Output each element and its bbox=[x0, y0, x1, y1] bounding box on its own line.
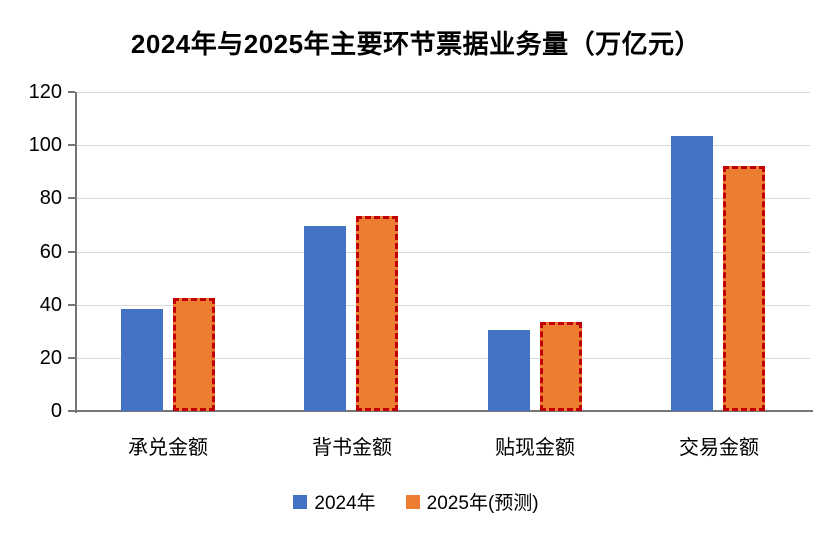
bar-2024年-交易金额 bbox=[671, 136, 713, 411]
bar-2025年(预测)-承兑金额 bbox=[173, 298, 215, 411]
y-axis-tick bbox=[68, 91, 75, 93]
legend-swatch-icon bbox=[293, 494, 308, 509]
y-gridline bbox=[76, 145, 810, 146]
bar-2025年(预测)-贴现金额 bbox=[540, 322, 582, 411]
y-axis-tick-label: 120 bbox=[28, 81, 62, 103]
y-axis-tick-label: 80 bbox=[39, 187, 62, 209]
bar-2025年(预测)-交易金额 bbox=[723, 166, 765, 411]
legend-item-2025年(预测): 2025年(预测) bbox=[405, 488, 539, 515]
y-axis-tick-label: 20 bbox=[39, 347, 62, 369]
x-axis-line bbox=[75, 410, 813, 412]
y-axis-tick-label: 100 bbox=[28, 134, 62, 156]
legend-item-2024年: 2024年 bbox=[293, 488, 376, 515]
legend-label: 2024年 bbox=[314, 493, 376, 514]
y-axis-tick-label: 0 bbox=[50, 400, 62, 422]
chart-title: 2024年与2025年主要环节票据业务量（万亿元） bbox=[130, 29, 702, 59]
y-axis-tick bbox=[68, 251, 75, 253]
y-axis-tick bbox=[68, 357, 75, 359]
legend: 2024年 2025年(预测) bbox=[0, 488, 832, 515]
y-axis-tick bbox=[68, 410, 75, 412]
y-axis-tick-label: 40 bbox=[39, 294, 62, 316]
y-gridline bbox=[76, 92, 810, 93]
x-axis-category-label: 贴现金额 bbox=[495, 437, 575, 459]
bar-2024年-贴现金额 bbox=[488, 330, 530, 411]
bar-2024年-背书金额 bbox=[304, 226, 346, 411]
y-gridline bbox=[76, 358, 810, 359]
legend-swatch-icon bbox=[405, 494, 420, 509]
y-axis-tick bbox=[68, 304, 75, 306]
y-gridline bbox=[76, 252, 810, 253]
y-gridline bbox=[76, 198, 810, 199]
y-axis-tick bbox=[68, 197, 75, 199]
bar-2024年-承兑金额 bbox=[121, 309, 163, 411]
x-axis-category-label: 背书金额 bbox=[312, 437, 392, 459]
x-axis-category-label: 承兑金额 bbox=[128, 437, 208, 459]
legend-label: 2025年(预测) bbox=[426, 493, 539, 514]
y-gridline bbox=[76, 305, 810, 306]
bar-2025年(预测)-背书金额 bbox=[356, 216, 398, 411]
y-axis-tick bbox=[68, 144, 75, 146]
x-axis-category-label: 交易金额 bbox=[679, 437, 759, 459]
y-axis-line bbox=[75, 92, 77, 413]
y-axis-tick-label: 60 bbox=[39, 241, 62, 263]
